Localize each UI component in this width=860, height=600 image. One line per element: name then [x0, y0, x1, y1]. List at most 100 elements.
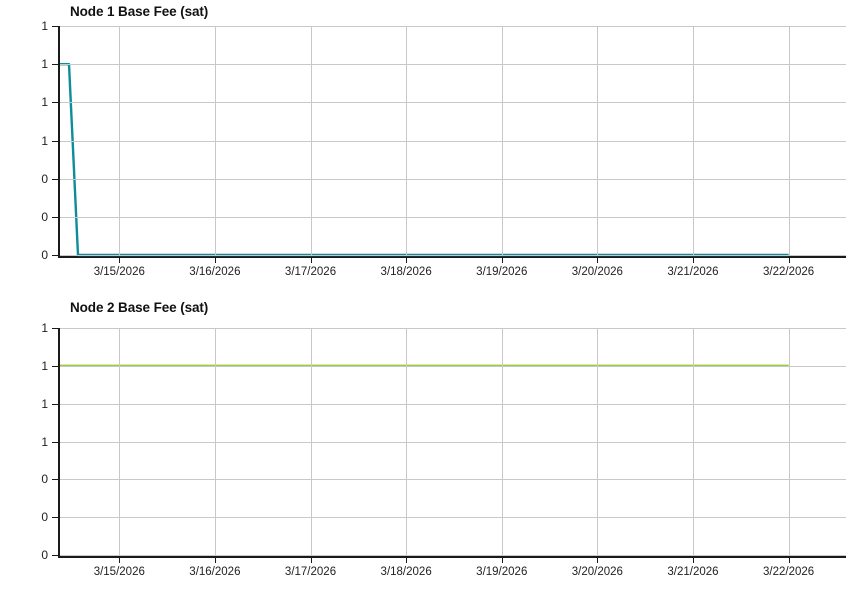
y-axis-labels-node-2: 1 1 1 1 0 0 0 [0, 322, 59, 561]
gridline-horizontal [60, 64, 846, 66]
y-tick-label: 0 [41, 548, 48, 562]
y-tick-label: 0 [41, 171, 48, 186]
x-tick-label: 3/20/2026 [571, 266, 623, 278]
series-polyline [60, 64, 789, 255]
y-tick-mark [52, 216, 59, 218]
gridline-vertical [406, 328, 407, 556]
x-tick-label: 3/22/2026 [763, 266, 815, 278]
gridline-vertical [311, 328, 312, 556]
y-tick-mark [52, 555, 59, 556]
y-tick-label: 1 [41, 434, 48, 449]
gridline-vertical [119, 328, 120, 556]
y-tick-mark [52, 64, 59, 66]
y-tick-label: 0 [41, 209, 48, 224]
gridline-horizontal [60, 517, 846, 519]
x-tick-label: 3/17/2026 [284, 566, 337, 578]
x-tick-mark [311, 557, 312, 563]
gridline-horizontal [60, 255, 846, 256]
y-tick-mark [52, 178, 59, 180]
x-tick-label: 3/21/2026 [667, 566, 719, 578]
x-tick-mark [406, 557, 407, 563]
x-tick-label: 3/16/2026 [189, 266, 241, 278]
y-tick-mark [52, 26, 59, 27]
y-tick-label: 1 [41, 95, 48, 110]
gridline-horizontal [60, 365, 846, 367]
x-tick-mark [693, 257, 694, 263]
gridline-horizontal [60, 178, 846, 180]
y-axis-line-node-2 [58, 328, 60, 557]
gridline-horizontal [60, 216, 846, 218]
x-tick-mark [215, 557, 216, 563]
x-tick-label: 3/20/2026 [571, 566, 623, 578]
gridline-horizontal [60, 555, 846, 556]
x-axis-line-node-1 [58, 256, 846, 258]
x-tick-label: 3/21/2026 [667, 266, 719, 278]
gridline-vertical [502, 328, 503, 556]
gridline-vertical [693, 328, 694, 556]
x-tick-mark [597, 257, 598, 263]
x-tick-mark [502, 557, 503, 563]
plot-area-node-2 [60, 328, 846, 556]
x-tick-label: 3/16/2026 [189, 566, 241, 578]
y-tick-label: 1 [41, 57, 48, 72]
y-tick-label: 1 [41, 133, 48, 148]
y-tick-mark [52, 102, 59, 104]
x-tick-label: 3/22/2026 [763, 566, 815, 578]
x-tick-mark [406, 257, 407, 263]
gridline-vertical [789, 26, 790, 256]
x-tick-mark [119, 257, 120, 263]
gridline-vertical [502, 26, 503, 256]
gridline-horizontal [60, 441, 846, 443]
y-axis-line-node-1 [58, 26, 60, 257]
gridline-vertical [789, 328, 790, 556]
gridline-horizontal [60, 328, 846, 329]
y-axis-labels-node-1: 1 1 1 1 0 0 0 [0, 20, 59, 261]
y-tick-mark [52, 403, 59, 405]
x-axis-line-node-2 [58, 556, 846, 558]
x-tick-label: 3/17/2026 [284, 266, 337, 278]
gridline-horizontal [60, 403, 846, 405]
x-tick-mark [311, 257, 312, 263]
x-tick-mark [693, 557, 694, 563]
x-tick-label: 3/15/2026 [93, 566, 145, 578]
x-tick-mark [502, 257, 503, 263]
y-tick-mark [52, 140, 59, 142]
y-tick-mark [52, 365, 59, 367]
x-tick-mark [789, 557, 790, 563]
x-tick-mark [215, 257, 216, 263]
y-tick-mark [52, 441, 59, 443]
x-tick-label: 3/19/2026 [476, 566, 528, 578]
y-tick-mark [52, 479, 59, 481]
x-tick-mark [119, 557, 120, 563]
x-tick-label: 3/15/2026 [93, 266, 145, 278]
gridline-horizontal [60, 479, 846, 481]
y-tick-label: 0 [41, 248, 48, 262]
gridline-vertical [406, 26, 407, 256]
gridline-vertical [311, 26, 312, 256]
x-tick-mark [597, 557, 598, 563]
x-tick-label: 3/18/2026 [380, 266, 432, 278]
gridline-vertical [215, 26, 216, 256]
gridline-vertical [119, 26, 120, 256]
y-tick-mark [52, 517, 59, 519]
chart-title-node-1: Node 1 Base Fee (sat) [70, 4, 209, 19]
x-tick-label: 3/18/2026 [380, 566, 432, 578]
plot-area-node-1 [60, 26, 846, 256]
x-tick-label: 3/19/2026 [476, 266, 528, 278]
y-tick-label: 1 [41, 19, 48, 33]
gridline-horizontal [60, 140, 846, 142]
y-tick-label: 0 [41, 472, 48, 487]
gridline-vertical [597, 26, 598, 256]
x-tick-mark [789, 257, 790, 263]
x-axis-labels-node-1: 3/15/2026 3/16/2026 3/17/2026 3/18/2026 3/19… [0, 257, 860, 281]
y-tick-label: 1 [41, 358, 48, 373]
gridline-horizontal [60, 102, 846, 104]
y-tick-mark [52, 328, 59, 329]
gridline-vertical [693, 26, 694, 256]
y-tick-mark [52, 255, 59, 256]
gridline-vertical [215, 328, 216, 556]
x-axis-labels-node-2: 3/15/2026 3/16/2026 3/17/2026 3/18/2026 3/19… [0, 557, 860, 581]
